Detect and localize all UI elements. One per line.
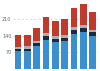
Bar — [33, 28, 40, 41]
Bar — [43, 40, 49, 69]
Bar — [33, 43, 40, 46]
Bar — [52, 39, 59, 42]
Bar — [15, 49, 21, 51]
Bar — [89, 12, 96, 30]
Bar — [89, 30, 96, 32]
Bar — [33, 41, 40, 43]
Bar — [43, 17, 49, 33]
Bar — [43, 36, 49, 40]
Bar — [61, 19, 68, 35]
Bar — [52, 21, 59, 36]
Bar — [61, 38, 68, 41]
Bar — [61, 35, 68, 38]
Bar — [80, 25, 87, 28]
Bar — [15, 35, 21, 47]
Bar — [89, 32, 96, 36]
Bar — [80, 32, 87, 69]
Bar — [71, 34, 77, 69]
Bar — [71, 30, 77, 34]
Bar — [33, 46, 40, 69]
Bar — [52, 42, 59, 69]
Bar — [24, 35, 31, 47]
Bar — [71, 27, 77, 30]
Bar — [24, 49, 31, 51]
Bar — [89, 36, 96, 69]
Bar — [15, 51, 21, 69]
Bar — [61, 41, 68, 69]
Bar — [43, 33, 49, 36]
Bar — [71, 8, 77, 27]
Bar — [52, 36, 59, 39]
Bar — [80, 4, 87, 25]
Bar — [80, 28, 87, 32]
Bar — [15, 47, 21, 49]
Bar — [24, 47, 31, 49]
Bar — [24, 51, 31, 69]
